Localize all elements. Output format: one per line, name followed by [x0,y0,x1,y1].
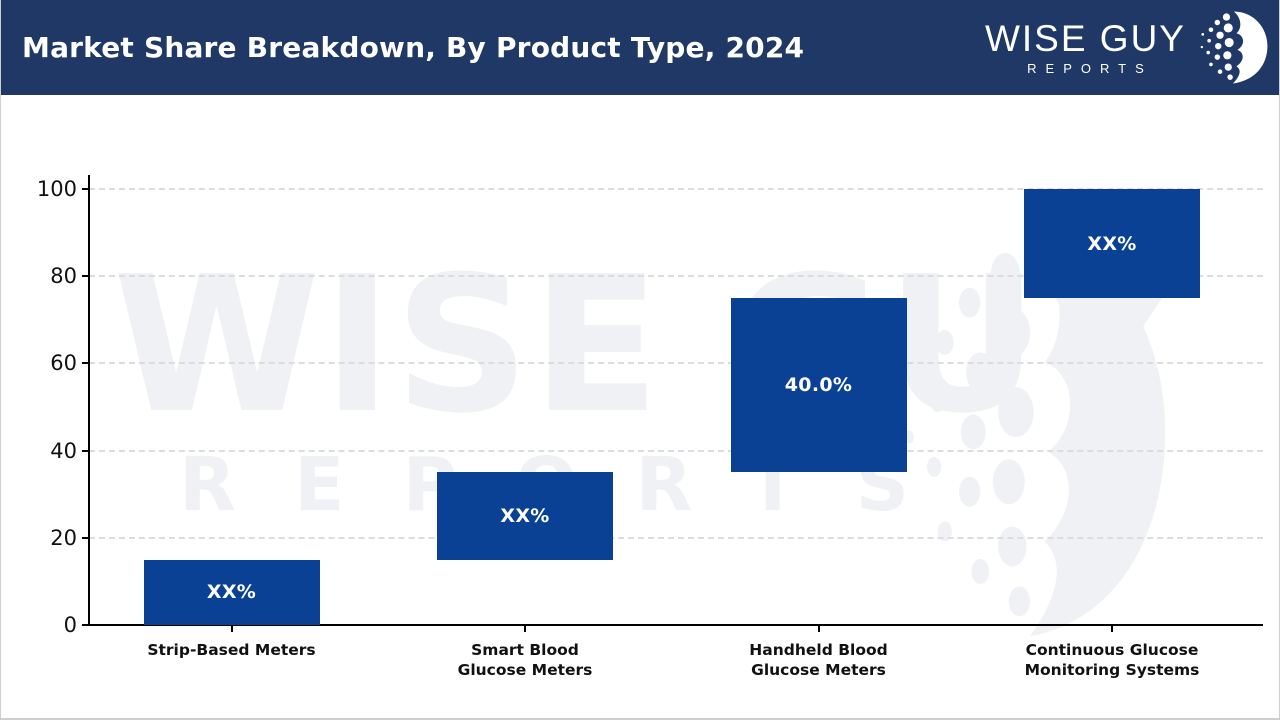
x-tick [230,625,233,632]
bar-value-label: XX% [500,504,550,527]
bar-value-label: 40.0% [784,374,853,397]
y-tick-40 [82,449,89,452]
y-tick-label-80: 80 [50,264,77,289]
y-tick-label-60: 60 [50,351,77,376]
y-tick-80 [82,275,89,278]
y-tick-60 [82,362,89,365]
category-label: Continuous Glucose Monitoring Systems [1024,641,1200,679]
gridline-100 [89,188,1263,190]
bar-segment: XX% [437,472,613,560]
bar-value-label: XX% [1087,232,1137,255]
x-tick [817,625,820,632]
bar-segment: 40.0% [730,298,907,473]
x-tick [524,625,526,632]
gridline-80 [89,275,1263,278]
bar-segment: XX% [143,559,320,625]
bar-segment: XX% [1024,189,1200,298]
logo-text: WISE GUY REPORTS [985,20,1186,76]
category-label: Handheld Blood Glucose Meters [749,641,888,679]
header: Market Share Breakdown, By Product Type,… [1,0,1279,95]
y-tick-label-20: 20 [50,525,77,550]
logo-wordmark: WISE GUY [984,17,1186,59]
y-tick-100 [82,188,89,190]
y-tick-label-40: 40 [50,438,77,463]
y-tick-0 [82,624,89,626]
y-axis [88,175,90,626]
gridline-60 [89,362,1263,365]
y-tick-label-0: 0 [63,613,77,637]
category-label: Smart Blood Glucose Meters [457,641,593,679]
x-axis [88,624,1263,626]
x-tick [1111,625,1113,632]
bar-value-label: XX% [206,581,257,604]
y-tick-20 [82,536,89,539]
gridline-20 [89,536,1263,539]
category-label: Strip-Based Meters [147,641,316,659]
wiseguy-logo: WISE GUY REPORTS [985,6,1272,90]
page-title: Market Share Breakdown, By Product Type,… [22,31,805,64]
gridline-40 [89,449,1263,452]
logo-subtext: REPORTS [1027,60,1153,76]
y-tick-label-100: 100 [36,177,77,201]
